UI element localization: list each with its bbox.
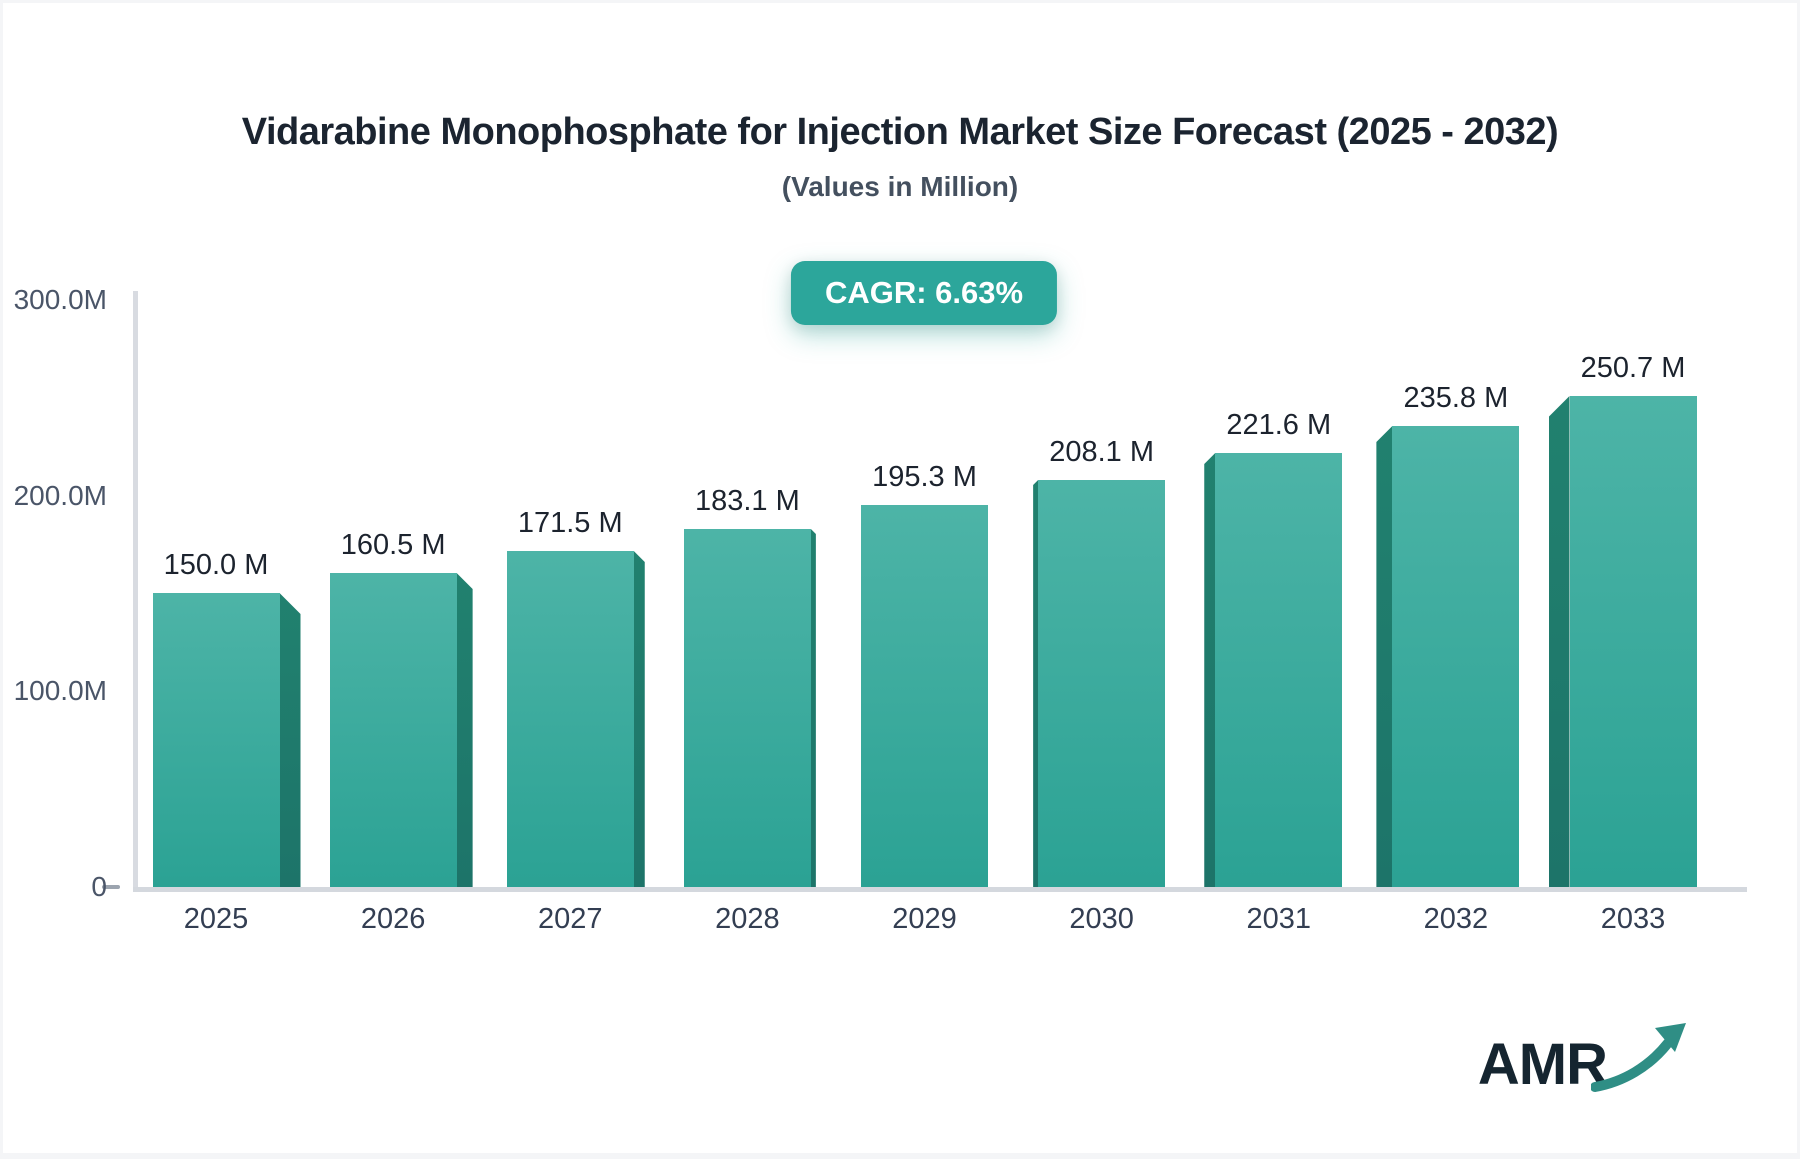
bar-side-face <box>456 573 473 887</box>
plot-area: 300.0M 200.0M 100.0M 0 150.0 M 2025 160.5 M 20… <box>3 3 1800 1159</box>
zero-tick-mark <box>102 885 120 889</box>
y-tick-label: 100.0M <box>13 675 107 707</box>
bar-2033 <box>1569 396 1697 887</box>
x-tick-label: 2026 <box>360 903 426 935</box>
x-tick-label: 2031 <box>1246 903 1312 935</box>
bar-value-label: 195.3 M <box>872 461 977 493</box>
y-tick-label: 200.0M <box>13 479 107 511</box>
x-tick-label: 2029 <box>892 903 957 935</box>
x-tick-label: 2033 <box>1600 903 1666 935</box>
bar-value-label: 150.0 M <box>163 549 269 581</box>
bar-side-face <box>1376 426 1393 887</box>
bar-value-label: 183.1 M <box>694 485 800 517</box>
bar-value-label: 208.1 M <box>1049 436 1155 468</box>
y-tick-label: 300.0M <box>13 284 107 315</box>
x-tick-label: 2027 <box>537 903 603 935</box>
chart-title: Vidarabine Monophosphate for Injection M… <box>241 111 1559 153</box>
bar-2030 <box>1038 480 1166 887</box>
y-tick-label: 0 <box>91 871 107 902</box>
bar-side-face <box>279 593 301 887</box>
chart-subtitle: (Values in Million) <box>781 171 1019 202</box>
logo-growth-arrow-icon <box>1590 1023 1686 1092</box>
bar-2027 <box>506 551 634 887</box>
bar-side-face <box>633 551 645 887</box>
amr-logo: AMR <box>1478 1023 1691 1103</box>
bar-2031 <box>1215 453 1343 887</box>
chart-card: Vidarabine Monophosphate for Injection M… <box>3 3 1797 1153</box>
bar-value-label: 171.5 M <box>517 507 623 539</box>
bar-value-label: 221.6 M <box>1226 409 1332 441</box>
bar-side-face <box>810 529 816 887</box>
bar-value-label: 235.8 M <box>1403 382 1509 414</box>
bar-side-face <box>1204 453 1216 887</box>
bar-2028 <box>683 529 811 887</box>
bar-side-face <box>1548 396 1570 887</box>
cagr-badge: CAGR: 6.63% <box>790 261 1058 325</box>
bar-2025 <box>152 593 280 887</box>
bar-2032 <box>1392 426 1520 887</box>
bar-value-label: 250.7 M <box>1580 352 1686 384</box>
bar-side-face <box>1033 480 1039 887</box>
y-axis-line <box>133 291 138 892</box>
x-axis-line <box>133 887 1747 892</box>
bar-value-label: 160.5 M <box>340 529 446 561</box>
x-tick-label: 2032 <box>1423 903 1489 935</box>
bar-2029 <box>861 505 988 887</box>
bar-2026 <box>329 573 457 887</box>
amr-logo-text: AMR <box>1477 1032 1608 1097</box>
x-tick-label: 2030 <box>1069 903 1134 935</box>
x-tick-label: 2025 <box>183 903 249 935</box>
x-tick-label: 2028 <box>715 903 780 935</box>
